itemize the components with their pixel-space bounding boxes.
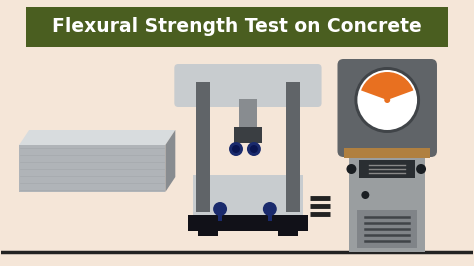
Bar	[193, 175, 303, 215]
Circle shape	[416, 164, 426, 174]
Circle shape	[357, 70, 417, 130]
Circle shape	[229, 142, 243, 156]
Bar	[198, 231, 218, 236]
Circle shape	[346, 164, 356, 174]
Bar	[196, 82, 210, 212]
Bar	[218, 213, 222, 221]
Circle shape	[213, 202, 227, 216]
Circle shape	[247, 142, 261, 156]
Bar	[19, 145, 165, 192]
Bar	[239, 99, 257, 129]
Bar	[234, 127, 262, 143]
FancyBboxPatch shape	[174, 64, 321, 107]
Circle shape	[232, 145, 240, 153]
Polygon shape	[19, 130, 175, 145]
Bar	[26, 7, 448, 47]
Bar	[278, 231, 298, 236]
Bar	[286, 82, 300, 212]
Bar	[349, 155, 425, 252]
Bar	[188, 215, 308, 231]
Circle shape	[361, 191, 369, 199]
FancyBboxPatch shape	[337, 59, 437, 157]
Circle shape	[355, 67, 420, 133]
Bar	[359, 160, 415, 178]
Polygon shape	[165, 130, 175, 192]
Bar	[268, 213, 272, 221]
Bar	[357, 210, 417, 248]
Circle shape	[250, 145, 258, 153]
Circle shape	[384, 97, 390, 103]
Circle shape	[263, 202, 277, 216]
Wedge shape	[361, 72, 413, 100]
Text: Flexural Strength Test on Concrete: Flexural Strength Test on Concrete	[52, 18, 422, 36]
Bar	[345, 148, 430, 158]
